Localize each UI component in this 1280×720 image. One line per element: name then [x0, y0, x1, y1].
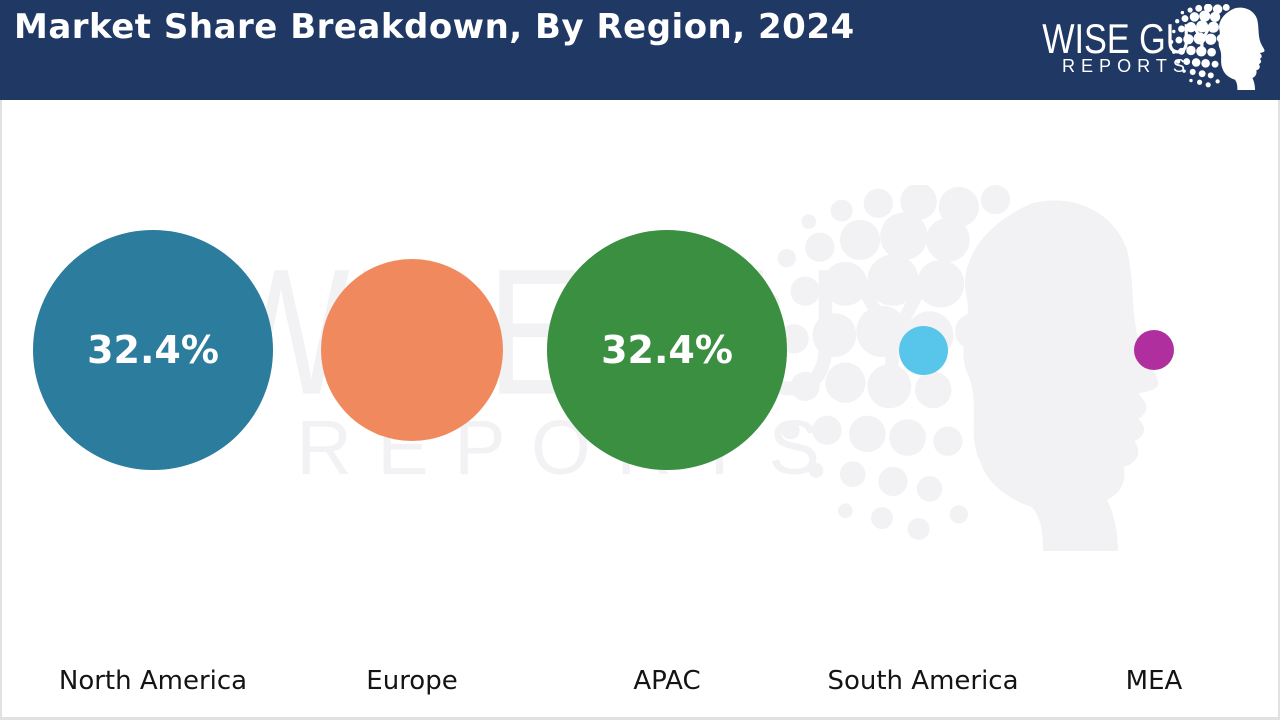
dotted-head-icon: [1169, 4, 1265, 90]
category-label-mea: MEA: [1125, 666, 1183, 696]
category-label-europe: Europe: [366, 666, 458, 696]
bubble-mea: [1134, 330, 1174, 370]
bubble-value-label: 32.4%: [87, 328, 219, 372]
bubble-value-label: 32.4%: [601, 328, 733, 372]
bubble-north-america: 32.4%: [33, 230, 273, 470]
wise-guy-logo: WISE GUY REPORTS: [1042, 4, 1265, 90]
page-title: Market Share Breakdown, By Region, 2024: [14, 7, 855, 47]
bubble-apac: 32.4%: [547, 230, 787, 470]
category-label-north-america: North America: [58, 666, 248, 696]
category-label-apac: APAC: [633, 666, 701, 696]
bubble-south-america: [898, 325, 948, 375]
category-label-south-america: South America: [827, 666, 1019, 696]
chart-area: 32.4% 32.4% North America Europe APAC So…: [0, 100, 1280, 720]
header-bar: Market Share Breakdown, By Region, 2024 …: [0, 0, 1280, 100]
bubble-europe: [321, 259, 503, 441]
brand-subtext: REPORTS: [1062, 56, 1185, 76]
